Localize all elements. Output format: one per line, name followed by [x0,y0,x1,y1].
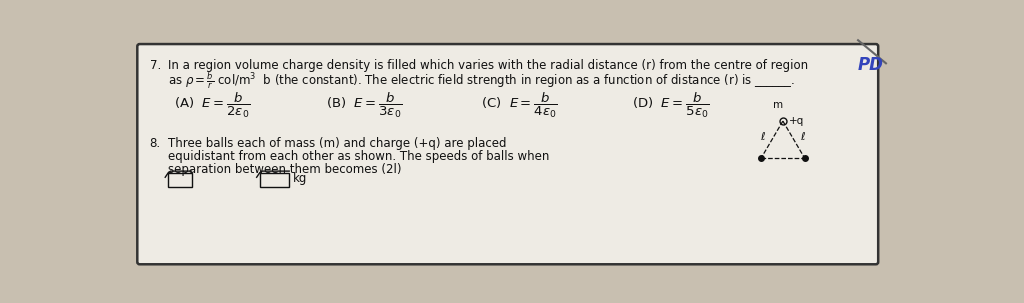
Text: (A)  $E = \dfrac{b}{2\varepsilon_0}$: (A) $E = \dfrac{b}{2\varepsilon_0}$ [174,91,251,120]
Text: (B)  $E = \dfrac{b}{3\varepsilon_0}$: (B) $E = \dfrac{b}{3\varepsilon_0}$ [326,91,402,120]
Text: 8.: 8. [150,137,161,150]
Text: $\ell$: $\ell$ [800,131,806,142]
Text: m: m [773,100,783,110]
Text: 7.: 7. [150,59,161,72]
Text: equidistant from each other as shown. The speeds of balls when: equidistant from each other as shown. Th… [168,150,550,163]
Text: (D)  $E = \dfrac{b}{5\varepsilon_0}$: (D) $E = \dfrac{b}{5\varepsilon_0}$ [632,91,710,120]
Text: In a region volume charge density is filled which varies with the radial distanc: In a region volume charge density is fil… [168,59,808,72]
Text: as $\rho = \frac{b}{r}$ col/m$^3$  b (the constant). The electric field strength: as $\rho = \frac{b}{r}$ col/m$^3$ b (the… [168,71,795,91]
FancyBboxPatch shape [137,44,879,264]
Text: separation between them becomes (2l): separation between them becomes (2l) [168,163,401,176]
Text: (C)  $E = \dfrac{b}{4\varepsilon_0}$: (C) $E = \dfrac{b}{4\varepsilon_0}$ [480,91,557,120]
Text: kg: kg [293,172,307,185]
Text: $\ell$: $\ell$ [760,131,766,142]
Text: +q: +q [790,116,804,126]
Text: PD: PD [858,56,884,74]
Text: Three balls each of mass (m) and charge (+q) are placed: Three balls each of mass (m) and charge … [168,137,507,150]
